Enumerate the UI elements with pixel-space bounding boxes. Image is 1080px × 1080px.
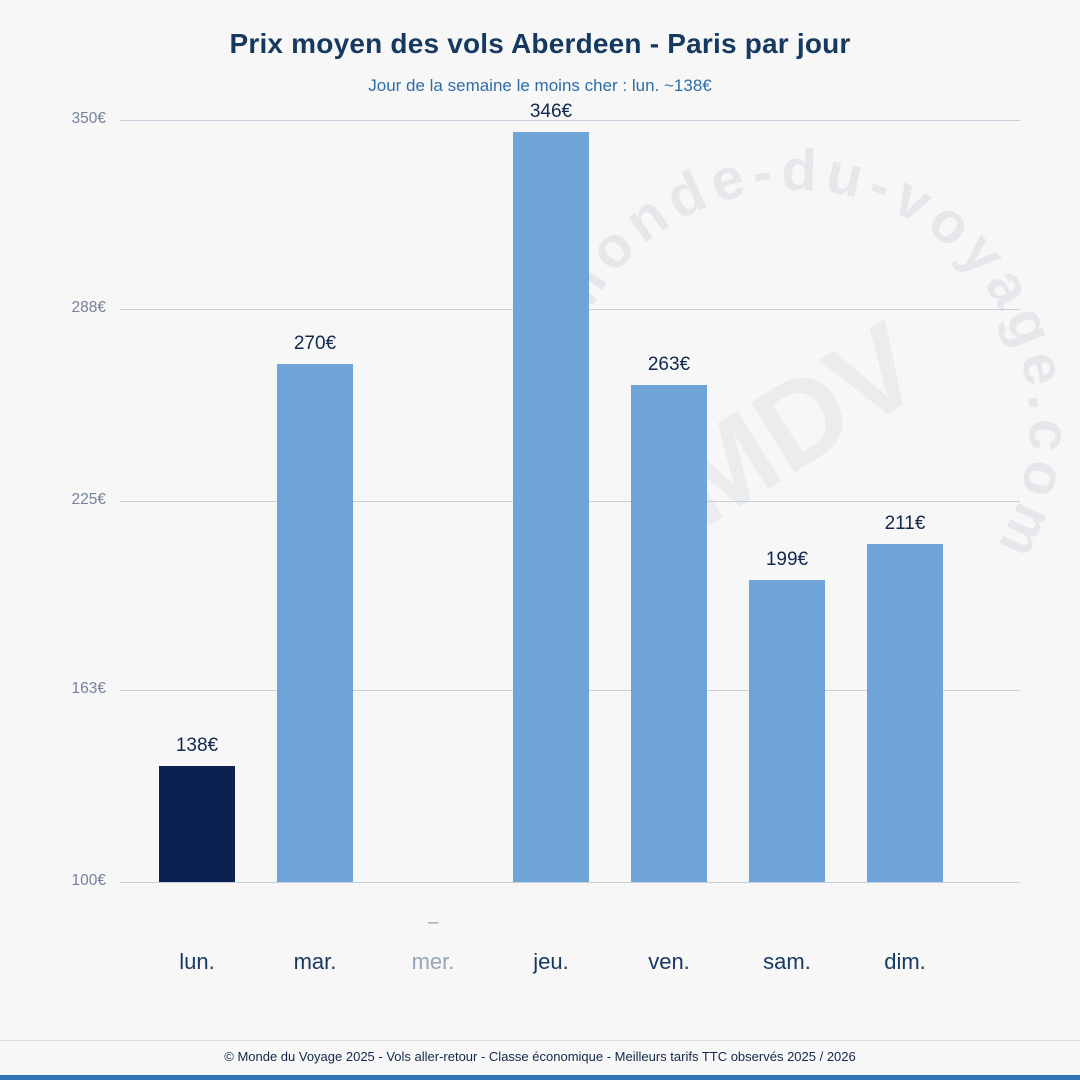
bar-value-label-dim: 211€	[884, 512, 926, 534]
x-axis-label-lun: lun.	[179, 949, 215, 974]
bar-sam	[749, 580, 825, 882]
footer-accent-line	[0, 1075, 1080, 1080]
bar-lun	[159, 766, 235, 882]
bar-ven	[631, 385, 707, 882]
chart-subtitle: Jour de la semaine le moins cher : lun. …	[368, 76, 712, 95]
no-data-dash-mer: –	[427, 912, 439, 933]
footer: © Monde du Voyage 2025 - Vols aller-reto…	[0, 1040, 1080, 1080]
x-axis-label-sam: sam.	[763, 949, 811, 974]
footer-divider	[0, 1040, 1080, 1041]
x-axis-label-jeu: jeu.	[533, 949, 569, 974]
bar-value-label-ven: 263€	[647, 354, 691, 376]
y-axis-tick-label: 225€	[71, 491, 106, 508]
chart-title: Prix moyen des vols Aberdeen - Paris par…	[229, 28, 851, 59]
y-axis-tick-label: 100€	[71, 872, 106, 889]
x-axis-label-mer: mer.	[411, 949, 455, 974]
bar-value-label-mar: 270€	[293, 332, 337, 354]
gridline	[120, 120, 1020, 121]
y-axis-tick-label: 350€	[71, 110, 106, 127]
bar-value-label-sam: 199€	[765, 549, 809, 571]
footer-text: © Monde du Voyage 2025 - Vols aller-reto…	[224, 1049, 856, 1064]
x-axis-label-dim: dim.	[884, 949, 926, 974]
bar-mar	[277, 363, 353, 882]
bar-value-label-jeu: 346€	[529, 101, 573, 123]
x-axis-label-mar: mar.	[293, 949, 337, 974]
y-axis-tick-label: 163€	[71, 679, 106, 697]
bar-value-label-lun: 138€	[175, 735, 219, 757]
y-axis-tick-label: 288€	[71, 298, 106, 316]
x-axis-label-ven: ven.	[648, 949, 690, 974]
bar-jeu	[513, 132, 589, 882]
bar-dim	[867, 543, 943, 882]
gridline	[120, 882, 1020, 883]
